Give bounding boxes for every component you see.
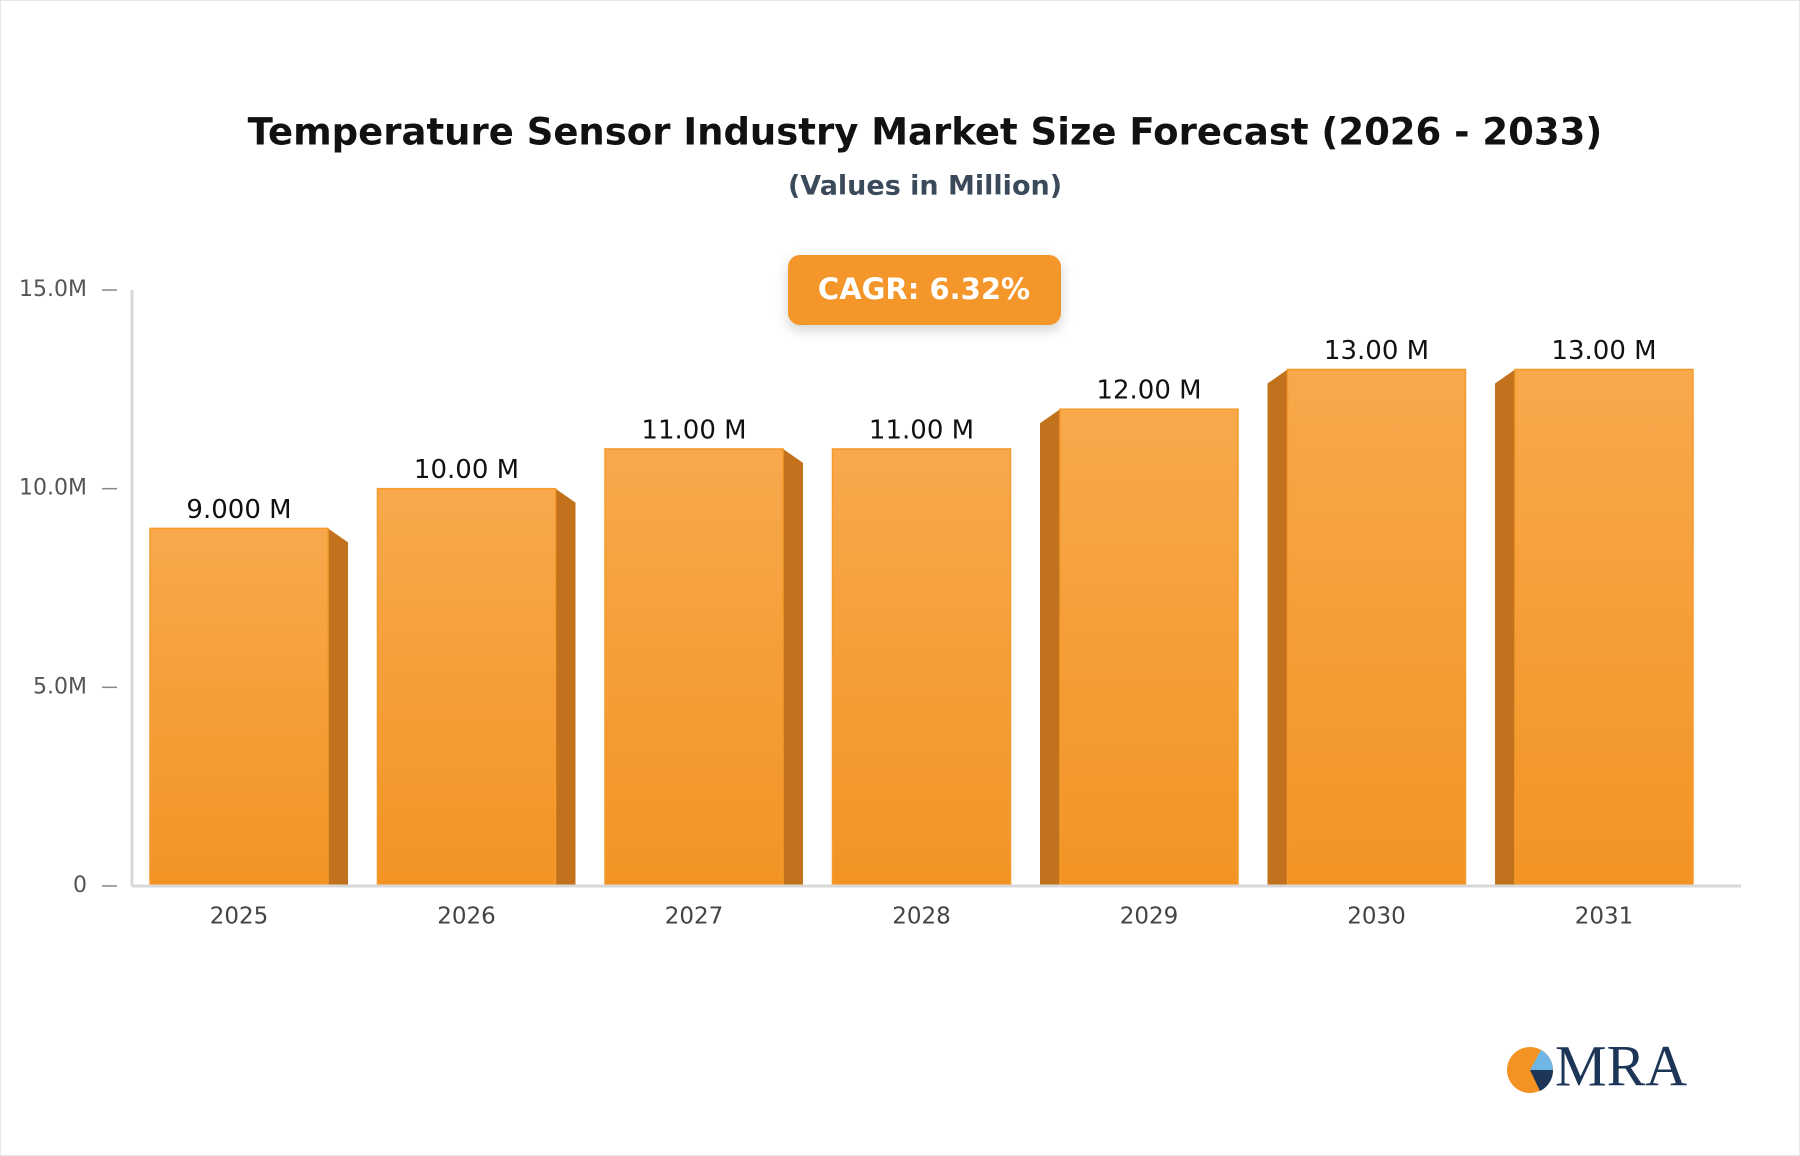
y-tick-label: 0 bbox=[73, 873, 87, 898]
x-tick-label: 2029 bbox=[1120, 904, 1179, 930]
value-label: 9.000 M bbox=[186, 495, 291, 525]
bar bbox=[1514, 368, 1694, 887]
bar-side bbox=[1267, 369, 1288, 886]
y-tick-label: 5.0M bbox=[33, 674, 87, 699]
x-tick-label: 2028 bbox=[892, 904, 951, 930]
logo-text: MRA bbox=[1555, 1033, 1687, 1098]
x-tick-label: 2031 bbox=[1575, 904, 1634, 930]
bar bbox=[604, 448, 784, 887]
x-tick-label: 2027 bbox=[665, 904, 724, 930]
chart-title: Temperature Sensor Industry Market Size … bbox=[248, 111, 1603, 154]
value-label: 13.00 M bbox=[1551, 336, 1656, 366]
value-label: 13.00 M bbox=[1324, 336, 1429, 366]
bar-side bbox=[1495, 369, 1515, 886]
bar-side bbox=[328, 528, 348, 886]
chart-subtitle: (Values in Million) bbox=[788, 171, 1062, 202]
logo: MRA bbox=[1507, 1033, 1687, 1098]
bar bbox=[1059, 408, 1239, 887]
bar bbox=[376, 487, 557, 887]
y-tick-label: 15.0M bbox=[19, 277, 87, 302]
value-label: 12.00 M bbox=[1096, 376, 1201, 406]
bar-side bbox=[1040, 409, 1060, 886]
bar-side bbox=[555, 488, 576, 886]
value-label: 10.00 M bbox=[414, 455, 519, 485]
bar bbox=[149, 527, 329, 887]
bar bbox=[1286, 368, 1467, 887]
bar bbox=[831, 448, 1012, 887]
value-label: 11.00 M bbox=[869, 415, 974, 445]
bar-side bbox=[783, 448, 803, 886]
x-tick-label: 2025 bbox=[210, 904, 269, 930]
x-tick-label: 2026 bbox=[437, 904, 496, 930]
value-label: 11.00 M bbox=[641, 415, 746, 445]
cagr-badge bbox=[788, 255, 1061, 325]
y-tick-label: 10.0M bbox=[19, 476, 87, 501]
cagr-label: CAGR: 6.32% bbox=[818, 272, 1030, 306]
x-tick-label: 2030 bbox=[1347, 904, 1406, 930]
logo-icon-part bbox=[1530, 1070, 1554, 1091]
logo-icon-part bbox=[1530, 1050, 1553, 1070]
